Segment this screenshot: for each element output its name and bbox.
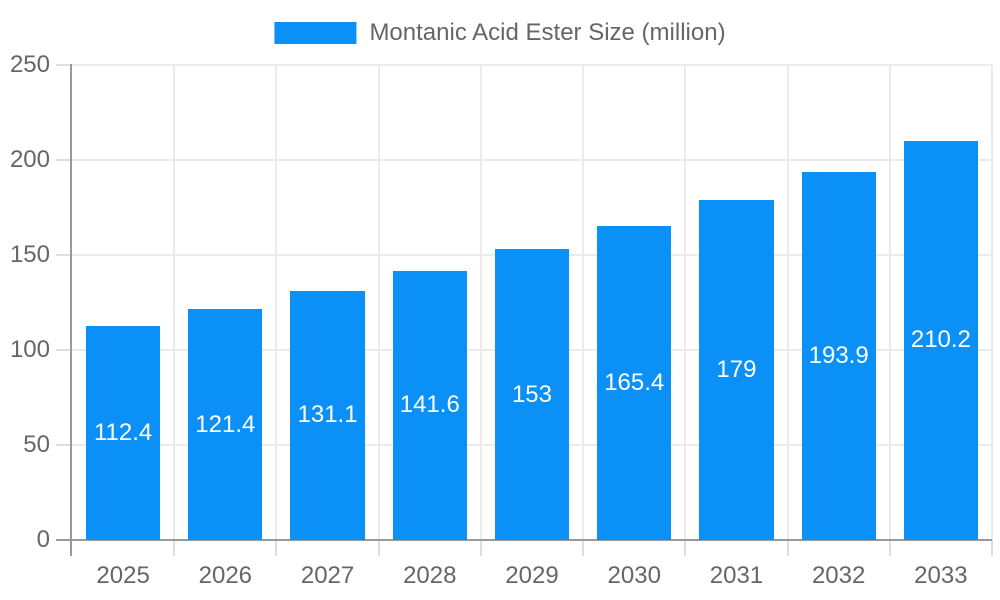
bar[interactable] xyxy=(494,249,570,540)
gridline-vertical xyxy=(479,65,482,540)
legend-swatch-icon xyxy=(274,22,357,44)
bar[interactable] xyxy=(86,326,161,540)
y-axis-line xyxy=(70,64,72,556)
gridline-vertical xyxy=(377,65,380,540)
gridline-horizontal xyxy=(72,64,992,66)
x-axis-tick xyxy=(888,540,891,556)
x-tick-label: 2030 xyxy=(607,562,661,589)
bar[interactable] xyxy=(392,270,467,540)
x-axis-tick xyxy=(991,540,993,556)
y-axis-tick xyxy=(56,349,72,351)
x-axis-tick xyxy=(377,540,380,556)
gridline-vertical xyxy=(786,65,789,540)
y-tick-label: 0 xyxy=(36,526,50,553)
x-tick-label: 2025 xyxy=(96,562,150,589)
x-tick-label: 2028 xyxy=(403,562,457,589)
bar[interactable] xyxy=(801,171,876,540)
bar[interactable] xyxy=(903,140,978,540)
legend-label: Montanic Acid Ester Size (million) xyxy=(369,19,726,46)
y-tick-label: 150 xyxy=(9,241,50,268)
x-tick-label: 2027 xyxy=(300,562,355,589)
x-tick-label: 2031 xyxy=(709,562,764,589)
legend[interactable]: Montanic Acid Ester Size (million) xyxy=(274,19,726,47)
y-tick-label: 250 xyxy=(9,51,50,78)
x-axis-tick xyxy=(582,540,585,556)
y-tick-label: 100 xyxy=(9,336,50,363)
y-tick-label: 200 xyxy=(9,146,50,173)
x-tick-label: 2032 xyxy=(811,562,866,589)
y-axis-tick xyxy=(56,159,72,161)
bar[interactable] xyxy=(597,225,672,540)
bar[interactable] xyxy=(188,309,263,540)
gridline-vertical xyxy=(582,65,585,540)
x-axis-tick xyxy=(173,540,176,556)
x-axis-line xyxy=(56,539,992,541)
y-tick-label: 50 xyxy=(23,431,50,458)
x-axis-tick xyxy=(275,540,278,556)
y-axis-tick xyxy=(56,64,72,66)
gridline-vertical xyxy=(888,65,891,540)
gridline-vertical xyxy=(275,65,278,540)
x-tick-label: 2029 xyxy=(505,562,559,589)
x-tick-label: 2026 xyxy=(198,562,253,589)
y-axis-tick xyxy=(56,444,72,446)
gridline-vertical xyxy=(173,65,176,540)
x-tick-label: 2033 xyxy=(914,562,968,589)
gridline-vertical xyxy=(991,65,993,540)
gridline-vertical xyxy=(684,65,687,540)
bar[interactable] xyxy=(290,290,365,540)
x-axis-tick xyxy=(479,540,482,556)
gridline-horizontal xyxy=(72,159,992,161)
x-axis-tick xyxy=(786,540,789,556)
bar[interactable] xyxy=(699,199,774,540)
x-axis-tick xyxy=(684,540,687,556)
y-axis-tick xyxy=(56,254,72,256)
